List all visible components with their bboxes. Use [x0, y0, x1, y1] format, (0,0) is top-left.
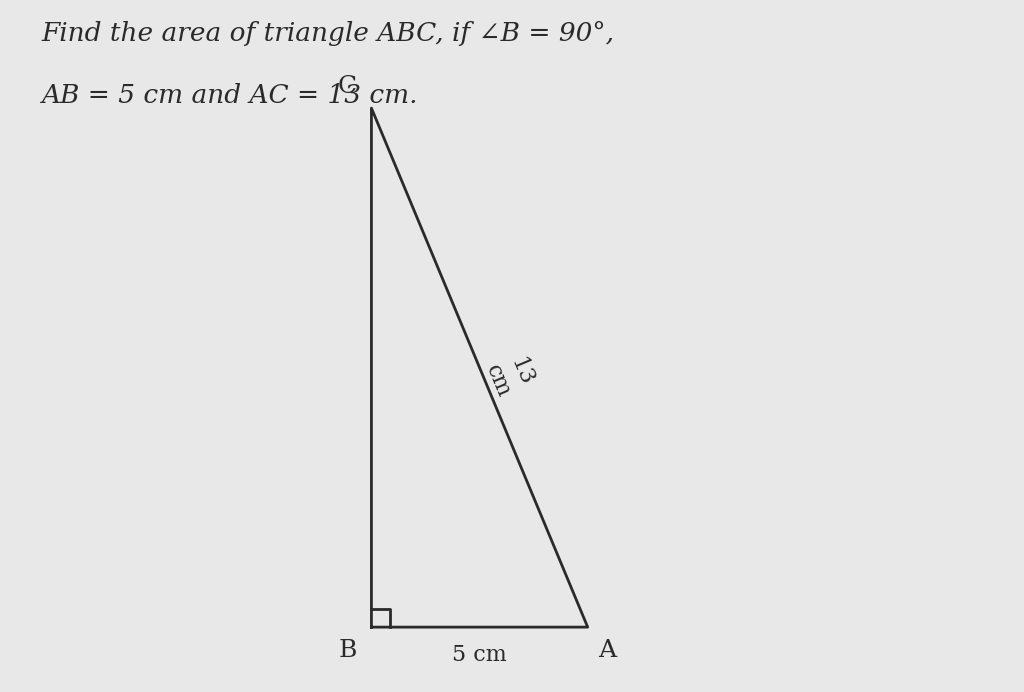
Text: AB = 5 cm and AC = 13 cm.: AB = 5 cm and AC = 13 cm. [41, 83, 418, 108]
Text: A: A [598, 639, 616, 662]
Text: 13
cm: 13 cm [481, 352, 539, 401]
Text: Find the area of triangle ABC, if ∠B = 90°,: Find the area of triangle ABC, if ∠B = 9… [41, 21, 614, 46]
Text: 5 cm: 5 cm [453, 644, 507, 666]
Text: B: B [339, 639, 356, 662]
Text: C: C [338, 75, 357, 98]
